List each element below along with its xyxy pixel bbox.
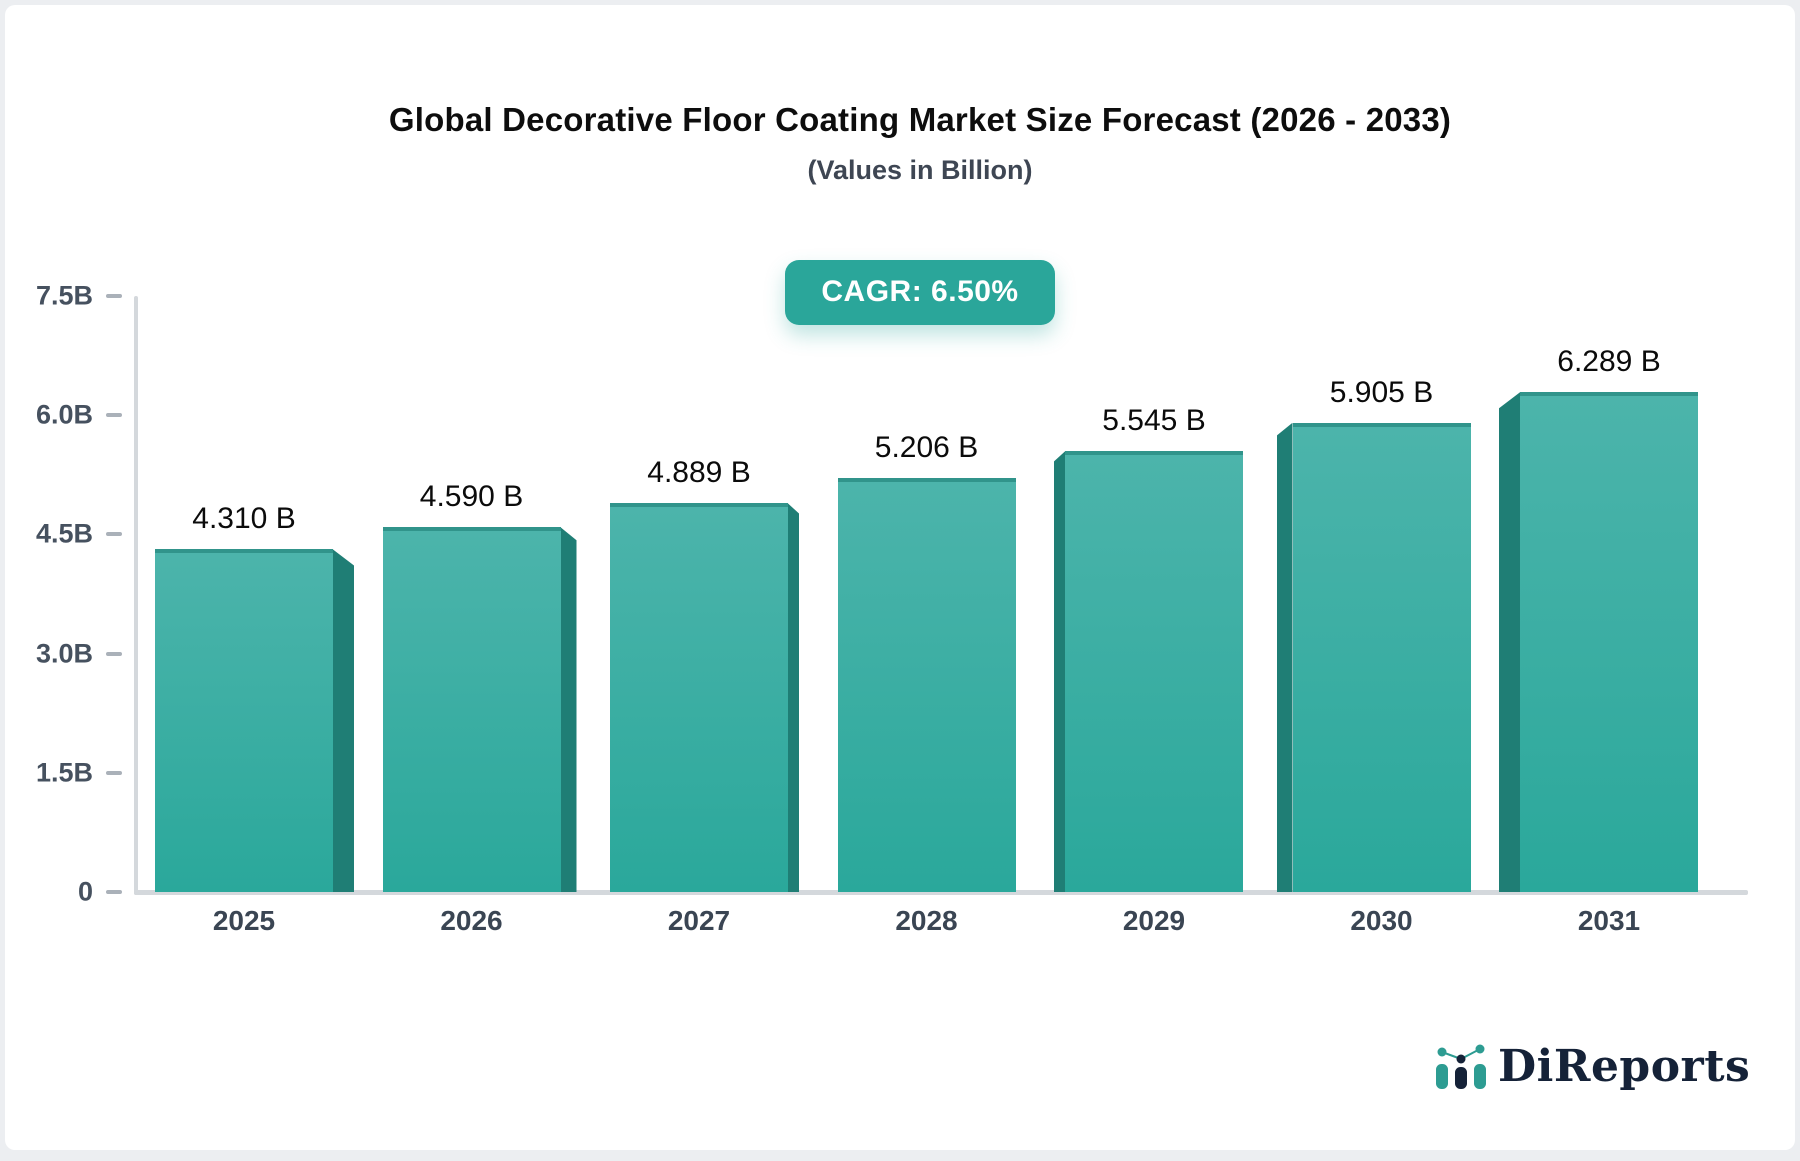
y-tick-label-3.0B: 3.0B (35, 638, 93, 669)
x-label-2026: 2026 (440, 905, 503, 936)
y-tick-0 (106, 890, 122, 894)
bar-2027 (610, 503, 788, 892)
bar-chart: 0 1.5B 3.0B 4.5B 6.0B 7.5B 4.310 B 2025 4.590 B 2… (5, 5, 1800, 1161)
brand-logo: DiReports (1435, 1043, 1750, 1089)
bar-side-2031 (1499, 392, 1520, 892)
x-label-2030: 2030 (1350, 905, 1413, 936)
y-tick-label-6.0B: 6.0B (35, 399, 93, 430)
cagr-badge-wrap: CAGR: 6.50% (45, 260, 1795, 325)
y-tick-label-4.5B: 4.5B (35, 518, 93, 549)
bar-2029 (1065, 451, 1243, 892)
bar-2025 (155, 549, 333, 892)
y-tick-7.5B (106, 294, 122, 298)
chart-title: Global Decorative Floor Coating Market S… (388, 101, 1452, 138)
bar-value-2029: 5.545 B (1102, 404, 1206, 438)
bar-2030 (1292, 422, 1471, 892)
x-label-2028: 2028 (895, 905, 958, 936)
y-axis-line (134, 296, 138, 895)
brand-logo-icon (1436, 1044, 1486, 1089)
y-tick-label-7.5B: 7.5B (35, 280, 93, 311)
bar-value-2027: 4.889 B (647, 456, 751, 490)
y-tick-label-0: 0 (77, 876, 93, 907)
bar-side-2027 (788, 503, 799, 892)
bar-value-2026: 4.590 B (419, 480, 524, 514)
bar-side-2026 (560, 527, 577, 892)
chart-subtitle: (Values in Billion) (807, 155, 1033, 185)
bar-side-2030 (1276, 422, 1293, 892)
x-label-2031: 2031 (1577, 905, 1641, 936)
y-tick-4.5B (106, 532, 122, 537)
cagr-badge: CAGR: 6.50% (785, 260, 1055, 325)
bar-side-2029 (1054, 451, 1065, 892)
bar-side-2025 (333, 549, 354, 892)
x-label-2025: 2025 (212, 905, 276, 936)
chart-card: Global Decorative Floor Coating Market S… (5, 5, 1795, 1150)
y-tick-1.5B (106, 770, 122, 775)
y-tick-6.0B (106, 413, 122, 418)
bar-value-2028: 5.206 B (874, 431, 979, 465)
bar-value-2025: 4.310 B (192, 502, 296, 536)
x-label-2029: 2029 (1122, 905, 1186, 936)
bar-2031 (1520, 392, 1698, 892)
bar-value-2030: 5.905 B (1329, 375, 1434, 409)
x-label-2027: 2027 (667, 905, 731, 936)
bar-2026 (382, 527, 561, 892)
brand-logo-text: DiReports (1498, 1041, 1751, 1092)
bar-value-2031: 6.289 B (1557, 345, 1661, 379)
y-tick-3.0B (106, 651, 122, 656)
y-tick-label-1.5B: 1.5B (35, 757, 93, 788)
x-axis-baseline (134, 890, 1748, 895)
bar-2028 (837, 478, 1016, 892)
